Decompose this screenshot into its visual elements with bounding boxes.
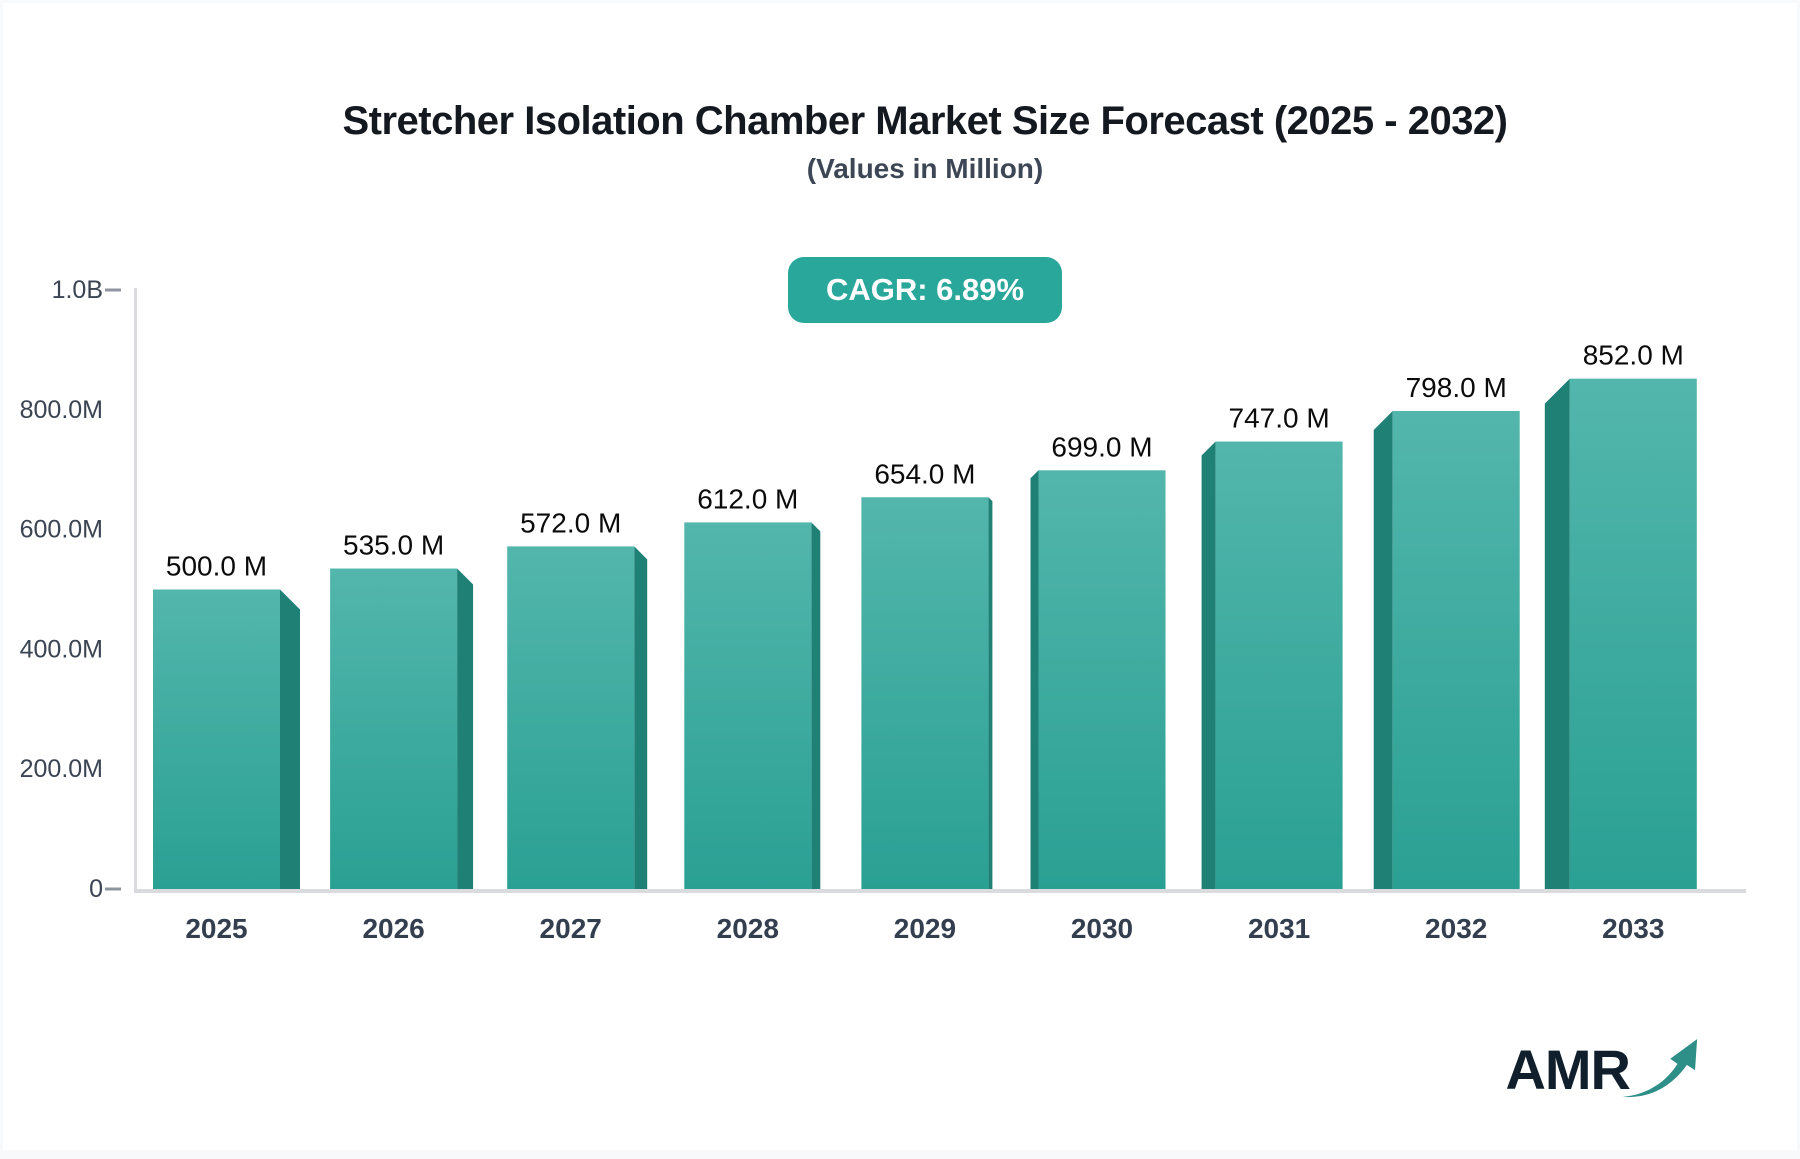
x-tick-label: 2030	[1071, 913, 1133, 944]
bar-side-2025	[280, 589, 300, 889]
bar-side-2028	[811, 522, 821, 889]
x-tick-label: 2033	[1602, 913, 1664, 944]
x-tick-label: 2032	[1425, 913, 1487, 944]
y-axis-tick	[105, 288, 121, 292]
x-tick-label: 2027	[540, 913, 602, 944]
bar-2030	[1038, 470, 1166, 889]
bar-side-2031	[1201, 441, 1216, 889]
bar-value-label: 699.0 M	[1051, 431, 1152, 462]
bar-side-2033	[1544, 378, 1570, 889]
bar-value-label: 852.0 M	[1583, 340, 1684, 371]
chart-subtitle: (Values in Million)	[806, 153, 1044, 184]
bar-2027	[507, 546, 635, 889]
bar-value-label: 654.0 M	[874, 458, 975, 489]
y-tick-label: 600.0M	[20, 516, 103, 544]
y-tick-label: 0	[89, 875, 103, 903]
x-tick-label: 2029	[894, 913, 956, 944]
bar-2033	[1569, 378, 1697, 889]
bar-side-2026	[457, 568, 474, 889]
bar-2025	[153, 589, 280, 889]
y-axis-tick	[105, 887, 121, 891]
bar-2029	[861, 497, 989, 889]
amr-logo-text: AMR	[1505, 1038, 1631, 1101]
bar-value-label: 747.0 M	[1229, 403, 1330, 434]
bar-2026	[330, 568, 458, 889]
bar-2028	[684, 522, 812, 889]
bar-value-label: 798.0 M	[1406, 372, 1507, 403]
amr-logo: AMR	[1505, 1039, 1702, 1101]
chart-title: Stretcher Isolation Chamber Market Size …	[342, 99, 1508, 143]
cagr-badge-row: CAGR: 6.89%	[53, 257, 1797, 323]
bar-side-2029	[988, 497, 993, 889]
bar-chart: 1.0B 800.0M 600.0M 400.0M 200.0M 0 500.0 M 2025…	[20, 276, 1746, 944]
bar-side-2032	[1373, 410, 1393, 889]
bar-side-2027	[634, 546, 648, 889]
bar-value-label: 612.0 M	[697, 483, 798, 514]
y-tick-label: 200.0M	[20, 755, 103, 783]
growth-arrow-icon	[1622, 1039, 1698, 1098]
bar-value-label: 572.0 M	[520, 507, 621, 538]
x-tick-label: 2025	[185, 913, 247, 944]
bar-value-label: 535.0 M	[343, 530, 444, 561]
bar-2032	[1392, 410, 1520, 889]
y-axis-line	[134, 288, 137, 889]
chart-card: Stretcher Isolation Chamber Market Size …	[3, 3, 1797, 1150]
bar-2031	[1215, 441, 1343, 889]
x-tick-label: 2026	[362, 913, 424, 944]
x-tick-label: 2028	[717, 913, 779, 944]
bar-side-2030	[1030, 470, 1039, 889]
y-tick-label: 800.0M	[20, 396, 103, 424]
x-axis-line	[134, 889, 1746, 893]
x-tick-label: 2031	[1248, 913, 1310, 944]
bar-value-label: 500.0 M	[166, 551, 267, 582]
y-tick-label: 1.0B	[52, 276, 103, 304]
y-tick-label: 400.0M	[20, 635, 103, 663]
cagr-badge: CAGR: 6.89%	[787, 257, 1063, 323]
